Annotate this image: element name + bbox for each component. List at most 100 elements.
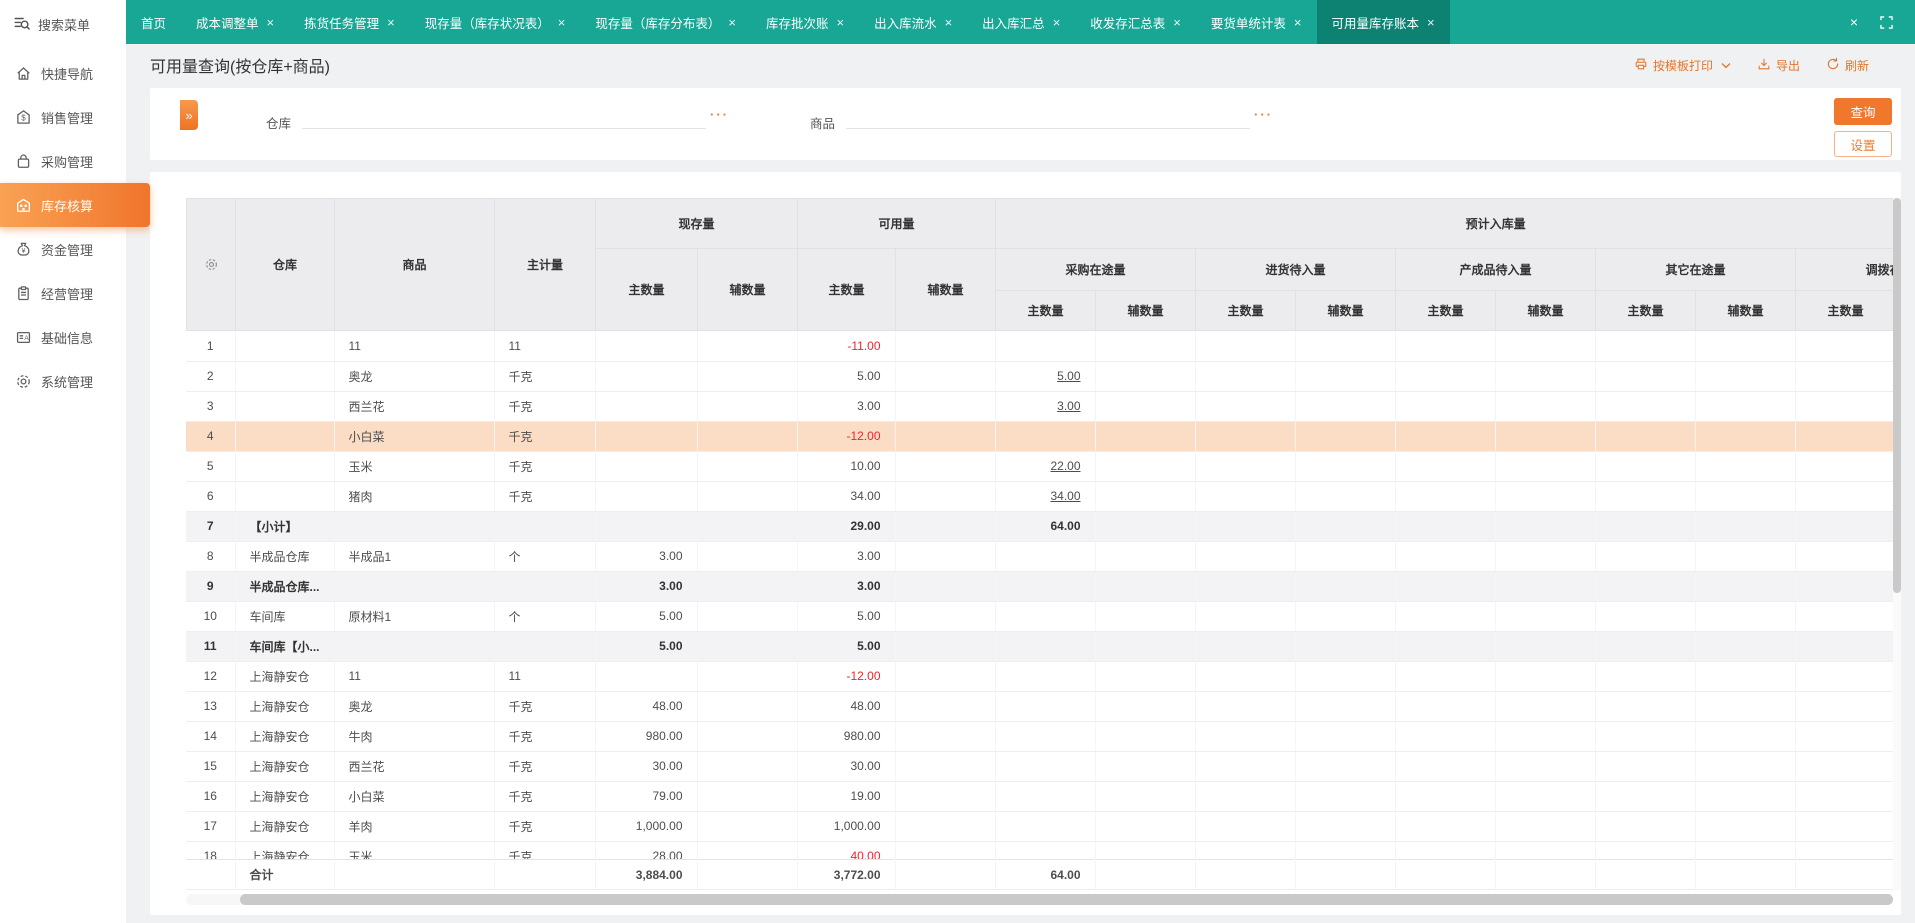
col-header-main-qty[interactable]: 主数量 — [797, 248, 897, 331]
sidebar-item-6[interactable]: A 基础信息 — [0, 315, 126, 359]
col-header-aux-qty[interactable]: 辅数量 — [1295, 290, 1397, 331]
tab-2[interactable]: 拣货任务管理 × — [289, 0, 410, 44]
sidebar-item-5[interactable]: 经营管理 — [0, 271, 126, 315]
sidebar-item-0[interactable]: 快捷导航 — [0, 51, 126, 95]
tab-close-icon[interactable]: × — [1427, 14, 1435, 30]
empty-cell — [1095, 391, 1196, 422]
sidebar-item-2[interactable]: 采购管理 — [0, 139, 126, 183]
horizontal-scrollbar[interactable] — [186, 894, 1893, 905]
col-header-aux-qty[interactable]: 辅数量 — [696, 248, 799, 331]
tab-close-icon[interactable]: × — [944, 14, 953, 30]
tab-8[interactable]: 收发存汇总表 × — [1075, 0, 1196, 44]
tab-close-icon[interactable]: × — [557, 14, 566, 30]
subgroup-header-finished-pending: 产成品待入量 — [1395, 248, 1597, 291]
tab-close-icon[interactable]: × — [266, 14, 275, 30]
empty-cell — [1495, 421, 1596, 452]
query-button[interactable]: 查询 — [1834, 98, 1892, 125]
vertical-scrollbar[interactable] — [1893, 198, 1901, 890]
table-row[interactable]: 4 小白菜 千克 -12.00 — [186, 421, 1893, 452]
col-header-aux-qty[interactable]: 辅数量 — [1095, 290, 1197, 331]
purchase-qty-link[interactable]: 3.00 — [1057, 399, 1081, 413]
purchase-qty-link[interactable]: 34.00 — [1050, 489, 1081, 503]
empty-cell — [697, 781, 798, 812]
tab-close-icon[interactable]: × — [836, 14, 845, 30]
table-row[interactable]: 10 车间库 原材料1 个 5.00 5.00 — [186, 601, 1893, 632]
subtotal-row[interactable]: 11 车间库【小... 5.00 5.00 — [186, 631, 1893, 662]
empty-cell — [1295, 841, 1396, 859]
table-row[interactable]: 8 半成品仓库 半成品1 个 3.00 3.00 — [186, 541, 1893, 572]
tab-9[interactable]: 要货单统计表 × — [1196, 0, 1317, 44]
table-row[interactable]: 15 上海静安仓 西兰花 千克 30.00 30.00 — [186, 751, 1893, 782]
sidebar-item-4[interactable]: ¥ 资金管理 — [0, 227, 126, 271]
tab-0[interactable]: 首页 — [126, 0, 181, 44]
table-row[interactable]: 18 上海静安仓 玉米 千克 28.00 40.00 — [186, 841, 1893, 859]
sidebar-item-1[interactable]: $ 销售管理 — [0, 95, 126, 139]
table-row[interactable]: 6 猪肉 千克 34.00 34.00 — [186, 481, 1893, 512]
collapse-filter-button[interactable]: » — [180, 100, 198, 130]
subtotal-row[interactable]: 7 【小计】 29.00 64.00 — [186, 511, 1893, 542]
sidebar-item-7[interactable]: 系统管理 — [0, 359, 126, 403]
table-row[interactable]: 1 11 11 -11.00 — [186, 331, 1893, 362]
cell-value: 上海静安仓 — [249, 849, 310, 860]
table-row[interactable]: 2 奥龙 千克 5.00 5.00 — [186, 361, 1893, 392]
col-header-main-qty[interactable]: 主数量 — [1395, 290, 1497, 331]
tab-close-icon[interactable]: × — [1173, 14, 1181, 30]
warehouse-picker-ellipsis-icon[interactable]: ··· — [710, 107, 729, 122]
chevron-down-icon[interactable] — [1721, 58, 1731, 72]
col-header-unit[interactable]: 主计量 — [494, 198, 596, 331]
product-picker-ellipsis-icon[interactable]: ··· — [1254, 107, 1273, 122]
empty-cell — [1695, 451, 1796, 482]
tab-close-icon[interactable]: × — [728, 14, 736, 30]
sidebar-item-3[interactable]: 库存核算 — [0, 183, 150, 227]
horizontal-scrollbar-thumb[interactable] — [240, 894, 1893, 905]
empty-cell — [895, 571, 996, 602]
col-header-aux-qty[interactable]: 辅数量 — [1695, 290, 1797, 331]
col-header-product[interactable]: 商品 — [334, 198, 495, 331]
tab-7[interactable]: 出入库汇总 × — [967, 0, 1075, 44]
empty-cell — [995, 691, 1096, 722]
tab-close-icon[interactable]: × — [387, 14, 395, 30]
table-row[interactable]: 17 上海静安仓 羊肉 千克 1,000.00 1,000.00 — [186, 811, 1893, 842]
table-row[interactable]: 16 上海静安仓 小白菜 千克 79.00 19.00 — [186, 781, 1893, 812]
product-input[interactable] — [846, 103, 1250, 129]
cell-value: 千克 — [508, 459, 533, 474]
col-header-main-qty[interactable]: 主数量 — [1595, 290, 1697, 331]
empty-cell — [1495, 541, 1596, 572]
table-row[interactable]: 12 上海静安仓 11 11 -12.00 — [186, 661, 1893, 692]
close-all-tabs-icon[interactable]: × — [1849, 14, 1858, 30]
purchase-qty-link[interactable]: 5.00 — [1057, 369, 1081, 383]
vertical-scrollbar-thumb[interactable] — [1893, 198, 1901, 593]
table-row[interactable]: 5 玉米 千克 10.00 22.00 — [186, 451, 1893, 482]
col-header-main-qty[interactable]: 主数量 — [1195, 290, 1297, 331]
col-header-main-qty[interactable]: 主数量 — [995, 290, 1097, 331]
empty-cell — [697, 661, 798, 692]
tab-close-icon[interactable]: × — [1052, 14, 1061, 30]
purchase-qty-link[interactable]: 22.00 — [1050, 459, 1081, 473]
tab-close-icon[interactable]: × — [1293, 14, 1302, 30]
cell-value: 3 — [206, 399, 214, 413]
subtotal-row[interactable]: 9 半成品仓库... 3.00 3.00 — [186, 571, 1893, 602]
tab-1[interactable]: 成本调整单 × — [181, 0, 289, 44]
col-header-warehouse[interactable]: 仓库 — [235, 198, 335, 331]
export-button[interactable]: 导出 — [1757, 57, 1800, 74]
tab-10[interactable]: 可用量库存账本 × — [1316, 0, 1450, 44]
column-settings-gear-icon[interactable] — [188, 257, 235, 272]
tab-3[interactable]: 现存量（库存状况表） × — [410, 0, 581, 44]
warehouse-input[interactable] — [302, 103, 706, 129]
table-row[interactable]: 14 上海静安仓 牛肉 千克 980.00 980.00 — [186, 721, 1893, 752]
svg-text:$: $ — [21, 113, 26, 122]
print-by-template-button[interactable]: 按模板打印 — [1634, 57, 1731, 74]
tab-5[interactable]: 库存批次账 × — [751, 0, 859, 44]
table-row[interactable]: 3 西兰花 千克 3.00 3.00 — [186, 391, 1893, 422]
table-row[interactable]: 13 上海静安仓 奥龙 千克 48.00 48.00 — [186, 691, 1893, 722]
col-header-main-qty[interactable]: 主数量 — [595, 248, 698, 331]
refresh-button[interactable]: 刷新 — [1826, 57, 1869, 74]
tab-4[interactable]: 现存量（库存分布表） × — [580, 0, 751, 44]
tab-6[interactable]: 出入库流水 × — [859, 0, 967, 44]
col-header-aux-qty[interactable]: 辅数量 — [1495, 290, 1597, 331]
sidebar-search-menu[interactable]: 搜索菜单 — [0, 0, 126, 35]
settings-button[interactable]: 设置 — [1834, 131, 1892, 157]
col-header-aux-qty[interactable]: 辅数量 — [895, 248, 997, 331]
col-header-main-qty[interactable]: 主数量 — [1795, 290, 1893, 331]
fullscreen-icon[interactable] — [1880, 15, 1893, 29]
